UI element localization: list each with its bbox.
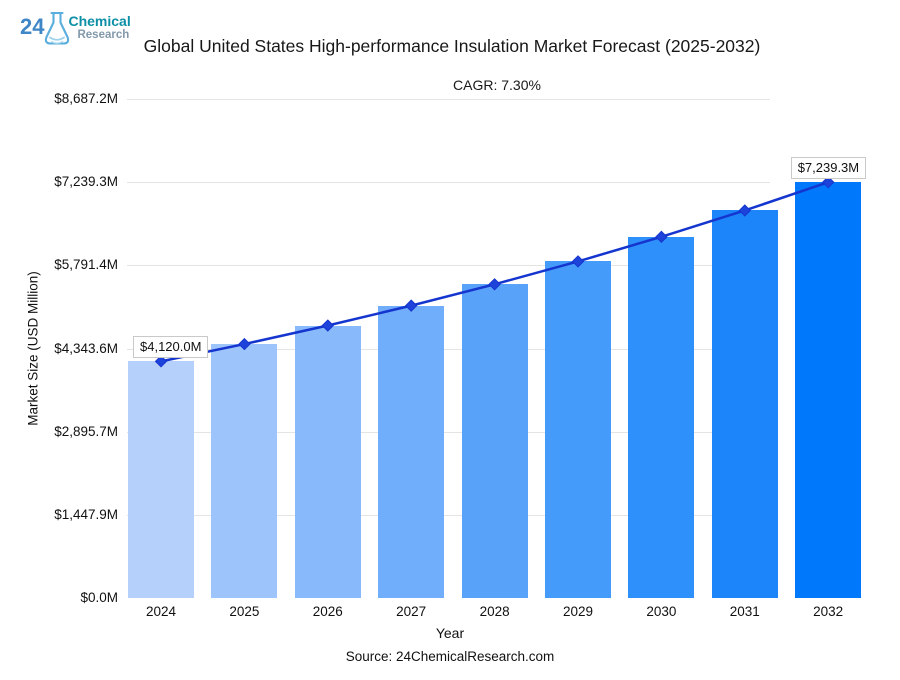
y-tick-label: $8,687.2M xyxy=(54,91,118,106)
value-label-2024: $4,120.0M xyxy=(133,336,209,359)
logo: 24 Chemical Research xyxy=(20,10,131,48)
logo-research: Research xyxy=(77,29,130,42)
bar-2031 xyxy=(711,210,778,598)
logo-chemical: Chemical xyxy=(68,13,131,29)
bar-2024 xyxy=(128,361,194,598)
y-tick-label: $1,447.9M xyxy=(54,507,118,522)
y-tick-label: $0.0M xyxy=(80,590,118,605)
x-tick-label-2024: 2024 xyxy=(145,604,177,619)
x-tick-label-2027: 2027 xyxy=(396,604,427,619)
logo-text: Chemical Research xyxy=(68,13,131,42)
x-tick-label-2030: 2030 xyxy=(646,604,677,619)
gridline-$7,239.3M xyxy=(127,182,770,183)
bar-2026 xyxy=(294,325,361,598)
bar-2027 xyxy=(378,305,445,598)
y-tick-label: $4,343.6M xyxy=(54,341,118,356)
bar-2030 xyxy=(628,236,695,598)
x-tick-label-2026: 2026 xyxy=(312,604,343,619)
logo-number: 24 xyxy=(20,14,45,39)
source-text: Source: 24ChemicalResearch.com xyxy=(345,649,555,664)
x-axis-title: Year xyxy=(435,625,465,641)
x-tick-label-2028: 2028 xyxy=(479,604,510,619)
x-tick-label-2032: 2032 xyxy=(813,604,844,619)
chart-subtitle: CAGR: 7.30% xyxy=(453,77,541,93)
y-tick-label: $7,239.3M xyxy=(54,174,118,189)
x-tick-label-2029: 2029 xyxy=(562,604,594,619)
y-tick-label: $2,895.7M xyxy=(54,424,118,439)
bar-2025 xyxy=(211,344,278,598)
bar-2028 xyxy=(461,284,528,598)
gridline-$8,687.2M xyxy=(127,99,770,100)
gridline-$2,895.7M xyxy=(127,432,770,433)
chart-title: Global United States High-performance In… xyxy=(143,36,761,56)
y-tick-label: $5,791.4M xyxy=(54,257,118,272)
value-label-2032: $7,239.3M xyxy=(790,157,867,180)
x-tick-label-2025: 2025 xyxy=(229,604,260,619)
bar-2029 xyxy=(545,261,611,598)
gridline-$1,447.9M xyxy=(127,515,770,516)
flask-icon xyxy=(45,11,70,45)
bar-2032 xyxy=(795,182,862,598)
x-tick-label-2031: 2031 xyxy=(729,604,760,619)
